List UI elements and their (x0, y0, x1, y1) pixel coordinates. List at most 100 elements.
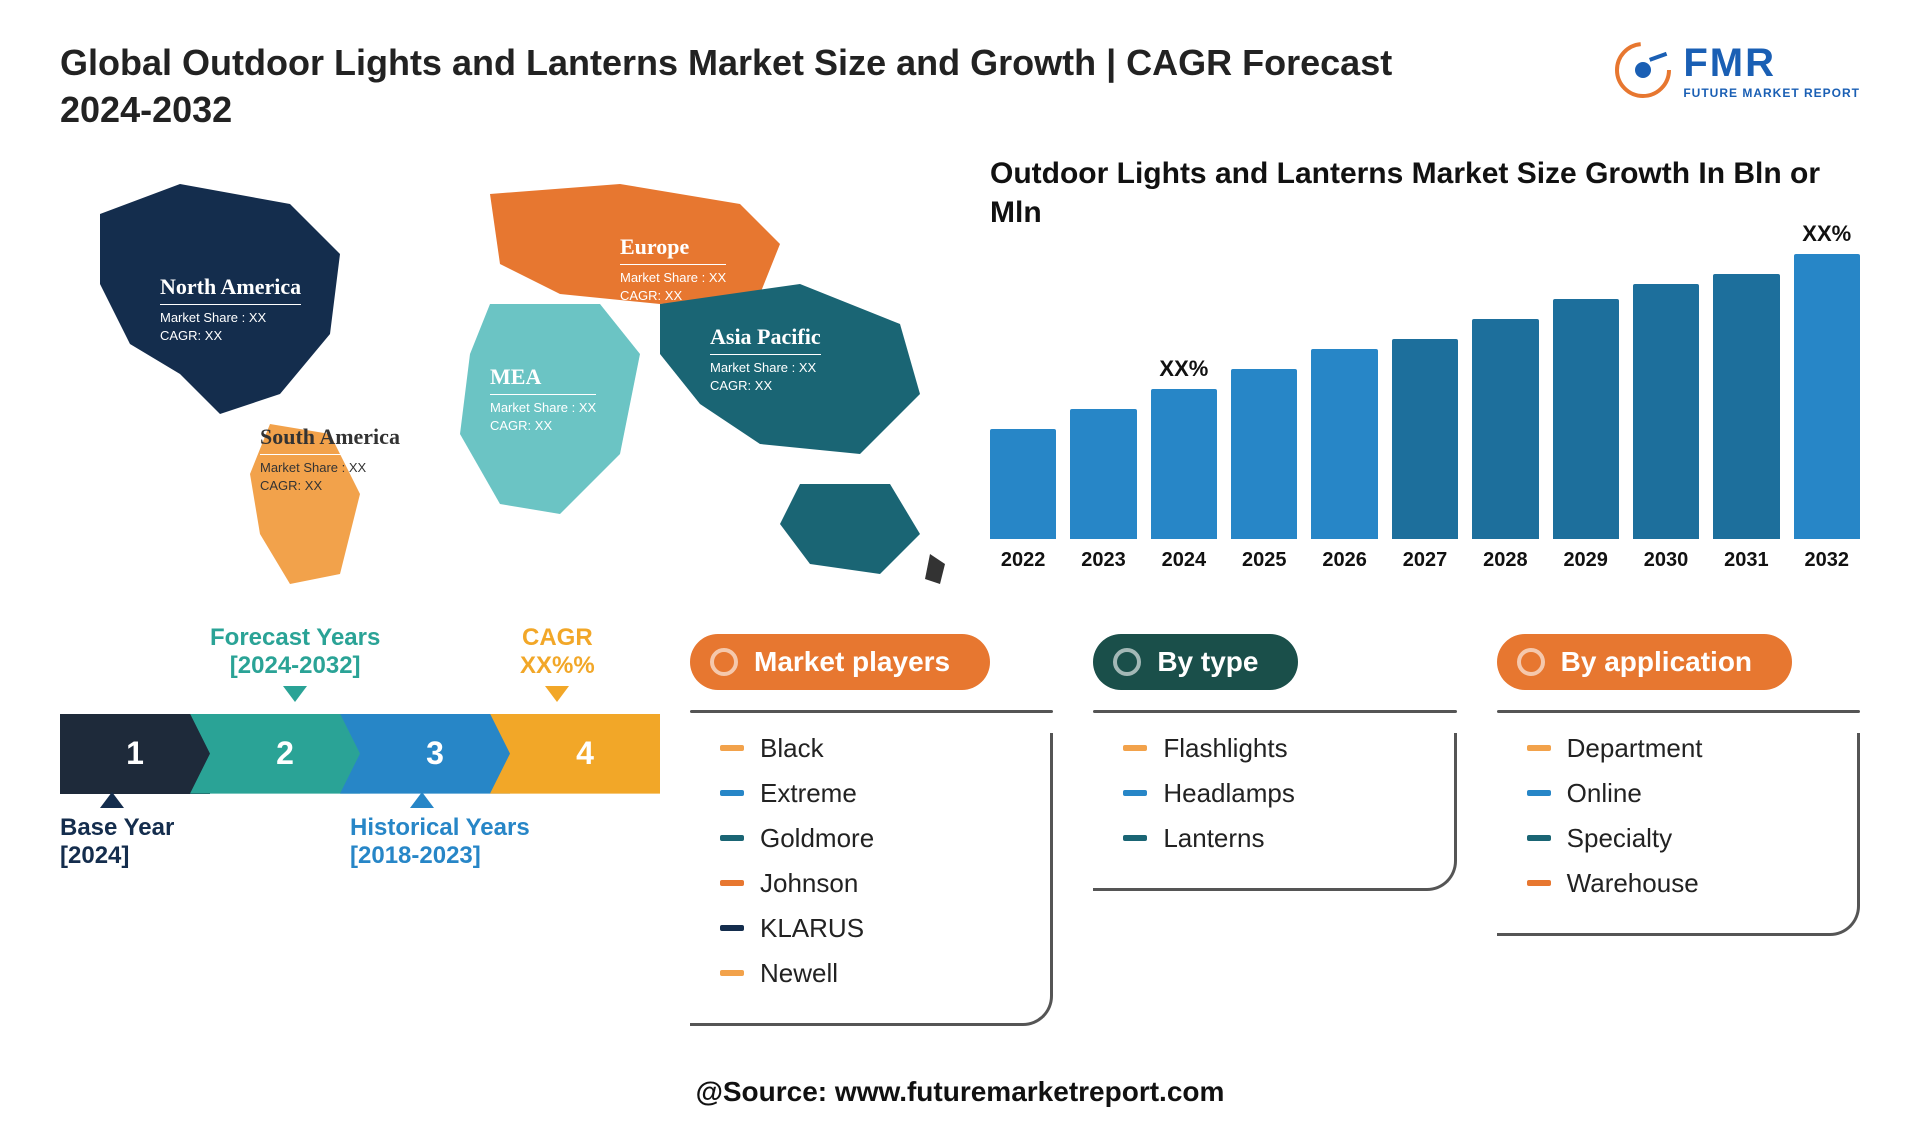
bar-group: 2023 (1070, 409, 1136, 572)
bullet-icon (1527, 835, 1551, 841)
category-item-label: Extreme (760, 778, 857, 809)
category-item: Newell (720, 958, 1050, 989)
timeline-block: 4 (490, 714, 660, 794)
category-item-label: Newell (760, 958, 838, 989)
bullet-icon (720, 790, 744, 796)
bullet-icon (1527, 790, 1551, 796)
bullet-icon (1527, 880, 1551, 886)
forecast-sub: [2024-2032] (210, 652, 380, 681)
region-cagr: CAGR: XX (710, 377, 821, 395)
region-name: MEA (490, 364, 596, 390)
bullet-icon (1123, 790, 1147, 796)
category-item: Online (1527, 778, 1857, 809)
category-item: Headlamps (1123, 778, 1453, 809)
category-list: Flashlights Headlamps Lanterns (1093, 733, 1456, 891)
chart-title: Outdoor Lights and Lanterns Market Size … (990, 154, 1860, 232)
bar-group: 2031 (1713, 274, 1779, 572)
bullet-icon (720, 925, 744, 931)
category-item: Department (1527, 733, 1857, 764)
timeline-block: 3 (340, 714, 510, 794)
cagr-title: CAGR (520, 624, 595, 653)
category-section: By typeFlashlightsHeadlampsLanterns (1093, 634, 1456, 1026)
region-label: North America Market Share : XX CAGR: XX (160, 274, 301, 345)
bar (1713, 274, 1779, 539)
bar-year-label: 2030 (1644, 549, 1689, 572)
category-item-label: Goldmore (760, 823, 874, 854)
bar-chart: 2022 2023 XX%2024 2025 2026 2027 2028 2029 2030 2… (990, 252, 1860, 572)
bullet-icon (720, 970, 744, 976)
region-name: Asia Pacific (710, 324, 821, 350)
forecast-title: Forecast Years (210, 624, 380, 653)
category-item-label: Department (1567, 733, 1703, 764)
bar (1794, 254, 1860, 539)
bullet-icon (1123, 745, 1147, 751)
bar-year-label: 2022 (1001, 549, 1046, 572)
base-callout: Base Year [2024] (60, 814, 174, 872)
category-item-label: KLARUS (760, 913, 864, 944)
category-item-label: Online (1567, 778, 1642, 809)
main-row: North America Market Share : XX CAGR: XX… (60, 154, 1860, 594)
header: Global Outdoor Lights and Lanterns Marke… (60, 40, 1860, 134)
base-sub: [2024] (60, 842, 174, 871)
bar (1553, 299, 1619, 539)
page-title: Global Outdoor Lights and Lanterns Marke… (60, 40, 1460, 134)
historical-callout: Historical Years [2018-2023] (350, 814, 530, 872)
fmr-logo: FMR FUTURE MARKET REPORT (1613, 40, 1860, 100)
bullet-icon (720, 880, 744, 886)
category-item: Flashlights (1123, 733, 1453, 764)
region-name: Europe (620, 234, 726, 260)
bar-year-label: 2031 (1724, 549, 1769, 572)
bar (1070, 409, 1136, 539)
bar-group: XX%2024 (1151, 389, 1217, 572)
category-item: Lanterns (1123, 823, 1453, 854)
timeline-bar: 1234 (60, 714, 660, 794)
category-section: By application Department Online Specialty W… (1497, 634, 1860, 1026)
forecast-callout: Forecast Years [2024-2032] (210, 624, 380, 682)
bar-year-label: 2028 (1483, 549, 1528, 572)
region-share: Market Share : XX (260, 459, 400, 477)
region-share: Market Share : XX (160, 309, 301, 327)
bar-group: 2028 (1472, 319, 1538, 572)
category-header: Market players (690, 634, 990, 690)
category-item-label: Headlamps (1163, 778, 1295, 809)
bar-annotation: XX% (1159, 356, 1208, 382)
bar-year-label: 2026 (1322, 549, 1367, 572)
bar (1472, 319, 1538, 539)
region-cagr: CAGR: XX (490, 417, 596, 435)
bar-group: XX%2032 (1794, 254, 1860, 572)
region-cagr: CAGR: XX (260, 477, 400, 495)
region-share: Market Share : XX (620, 269, 726, 287)
bullet-icon (720, 745, 744, 751)
bar (1231, 369, 1297, 539)
category-item: Goldmore (720, 823, 1050, 854)
category-item: Johnson (720, 868, 1050, 899)
region-label: Europe Market Share : XX CAGR: XX (620, 234, 726, 305)
base-title: Base Year (60, 814, 174, 843)
bar-group: 2027 (1392, 339, 1458, 572)
category-item: Warehouse (1527, 868, 1857, 899)
category-section: Market players Black Extreme Goldmore Johnso… (690, 634, 1053, 1026)
bullet-icon (1123, 835, 1147, 841)
world-map: North America Market Share : XX CAGR: XX… (60, 154, 960, 594)
category-item-label: Specialty (1567, 823, 1673, 854)
bar-group: 2026 (1311, 349, 1377, 572)
bar-year-label: 2023 (1081, 549, 1126, 572)
bar-group: 2022 (990, 429, 1056, 572)
category-header: By application (1497, 634, 1792, 690)
category-item: KLARUS (720, 913, 1050, 944)
bullet-icon (1527, 745, 1551, 751)
bar-year-label: 2029 (1563, 549, 1608, 572)
logo-icon (1613, 40, 1673, 100)
bar (1151, 389, 1217, 539)
timeline-block: 2 (190, 714, 360, 794)
logo-sub-text: FUTURE MARKET REPORT (1683, 86, 1860, 100)
bar-year-label: 2025 (1242, 549, 1287, 572)
source-attribution: @Source: www.futuremarketreport.com (60, 1076, 1860, 1108)
bar (1392, 339, 1458, 539)
category-item-label: Black (760, 733, 824, 764)
bar (990, 429, 1056, 539)
category-item: Specialty (1527, 823, 1857, 854)
bar (1311, 349, 1377, 539)
region-cagr: CAGR: XX (160, 327, 301, 345)
bar (1633, 284, 1699, 539)
